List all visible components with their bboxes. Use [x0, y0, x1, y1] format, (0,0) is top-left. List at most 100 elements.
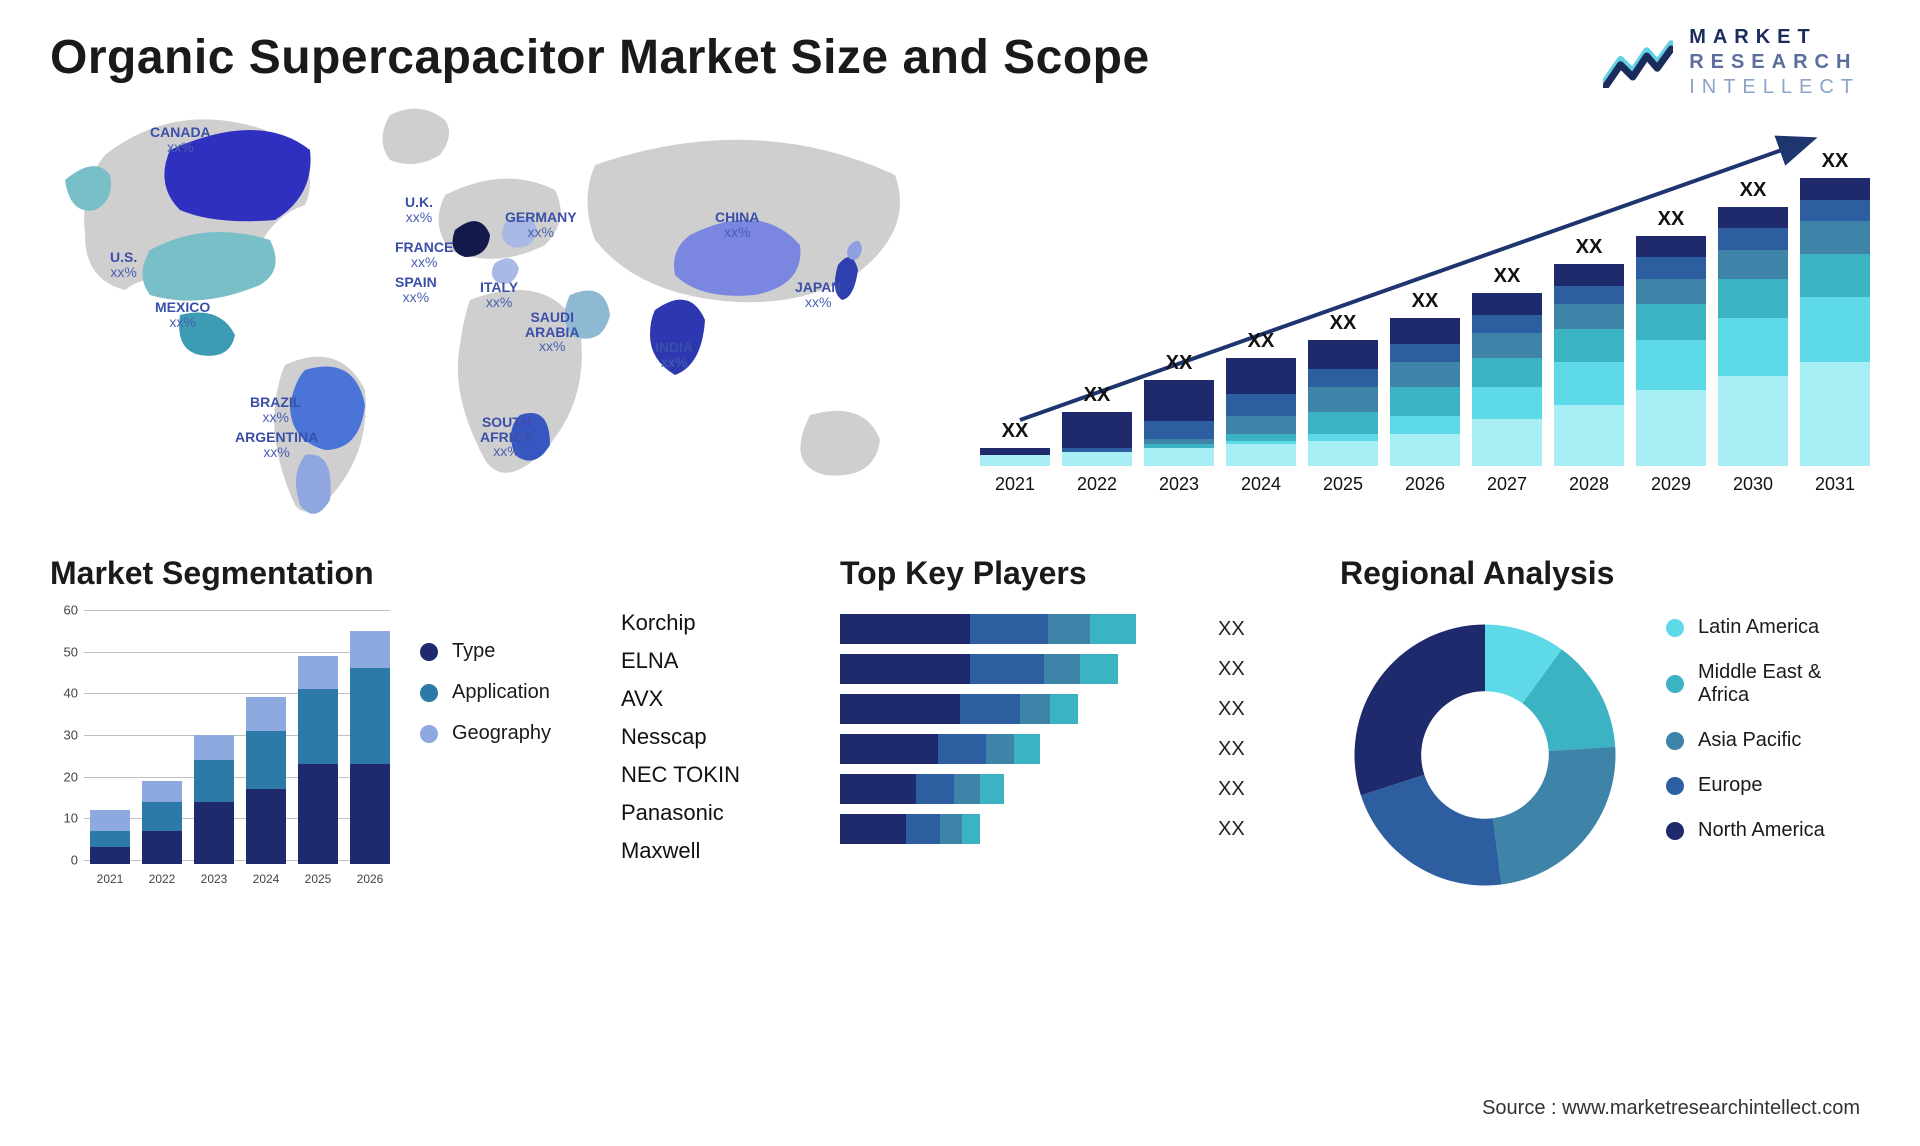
- map-label: INDIAxx%: [655, 340, 693, 369]
- player-name: Nesscap: [621, 724, 740, 750]
- legend-label: North America: [1698, 819, 1825, 842]
- map-label: CHINAxx%: [715, 210, 759, 239]
- growth-bar-year: 2026: [1405, 474, 1445, 495]
- player-name: AVX: [621, 686, 740, 712]
- legend-dot-icon: [420, 643, 438, 661]
- donut-slice: [1361, 775, 1501, 886]
- growth-bar: XX2024: [1226, 358, 1296, 495]
- growth-bar-year: 2021: [995, 474, 1035, 495]
- map-label: CANADAxx%: [150, 125, 211, 154]
- growth-bar: XX2031: [1800, 178, 1870, 495]
- seg-y-tick: 40: [50, 686, 78, 701]
- legend-label: Middle East &Africa: [1698, 661, 1821, 707]
- segmentation-legend: TypeApplicationGeography: [420, 640, 551, 745]
- segmentation-heading: Market Segmentation: [50, 555, 800, 592]
- seg-bar: 2023: [194, 735, 234, 864]
- map-label: SOUTHAFRICAxx%: [480, 415, 533, 459]
- map-label: GERMANYxx%: [505, 210, 577, 239]
- map-label: FRANCExx%: [395, 240, 453, 269]
- legend-dot-icon: [1666, 675, 1684, 693]
- seg-legend-item: Application: [420, 681, 551, 704]
- legend-label: Type: [452, 640, 495, 663]
- player-name: ELNA: [621, 648, 740, 674]
- legend-dot-icon: [420, 684, 438, 702]
- growth-bar-year: 2023: [1159, 474, 1199, 495]
- page-title: Organic Supercapacitor Market Size and S…: [50, 30, 1870, 85]
- logo-line-2: RESEARCH: [1689, 50, 1860, 75]
- legend-label: Asia Pacific: [1698, 729, 1801, 752]
- segmentation-panel: Market Segmentation 01020304050602021202…: [50, 555, 800, 900]
- player-bar-row: XX: [840, 614, 1300, 644]
- world-map-panel: CANADAxx%U.S.xx%MEXICOxx%BRAZILxx%ARGENT…: [50, 95, 950, 525]
- growth-bar-value: XX: [1576, 236, 1603, 259]
- seg-bar: 2021: [90, 810, 130, 864]
- source-attribution: Source : www.marketresearchintellect.com: [1482, 1097, 1860, 1120]
- regional-legend-item: Asia Pacific: [1666, 729, 1825, 752]
- logo-line-1: MARKET: [1689, 25, 1860, 50]
- player-bar-row: XX: [840, 654, 1300, 684]
- legend-dot-icon: [1666, 732, 1684, 750]
- growth-bar: XX2030: [1718, 207, 1788, 495]
- player-bar-row: XX: [840, 814, 1300, 844]
- map-label: SAUDIARABIAxx%: [525, 310, 579, 354]
- map-label: ARGENTINAxx%: [235, 430, 318, 459]
- seg-bar-year: 2023: [201, 872, 228, 886]
- legend-label: Application: [452, 681, 550, 704]
- player-bar-value: XX: [1218, 778, 1245, 801]
- seg-bar: 2024: [246, 697, 286, 864]
- growth-bar-value: XX: [1248, 330, 1275, 353]
- growth-bar-value: XX: [1084, 384, 1111, 407]
- seg-y-tick: 30: [50, 728, 78, 743]
- growth-bar-value: XX: [1412, 290, 1439, 313]
- seg-bar: 2022: [142, 781, 182, 864]
- map-label: JAPANxx%: [795, 280, 841, 309]
- map-label: MEXICOxx%: [155, 300, 210, 329]
- growth-bar: XX2023: [1144, 380, 1214, 495]
- key-players-chart: XX XX XX XX XX XX: [840, 614, 1300, 844]
- growth-bar: XX2022: [1062, 412, 1132, 495]
- growth-bar-year: 2029: [1651, 474, 1691, 495]
- growth-bar: XX2029: [1636, 236, 1706, 495]
- growth-bar: XX2027: [1472, 293, 1542, 495]
- growth-chart: XX2021XX2022XX2023XX2024XX2025XX2026XX20…: [980, 95, 1870, 525]
- seg-bar-year: 2026: [357, 872, 384, 886]
- player-bar-row: XX: [840, 774, 1300, 804]
- regional-donut-chart: [1340, 610, 1630, 900]
- player-name: NEC TOKIN: [621, 762, 740, 788]
- growth-bar-value: XX: [1822, 150, 1849, 173]
- map-label: U.K.xx%: [405, 195, 433, 224]
- regional-panel: Regional Analysis Latin AmericaMiddle Ea…: [1340, 555, 1870, 900]
- player-bar-value: XX: [1218, 818, 1245, 841]
- growth-bar: XX2021: [980, 448, 1050, 495]
- growth-bar-value: XX: [1330, 312, 1357, 335]
- player-bar-value: XX: [1218, 618, 1245, 641]
- growth-bar-year: 2030: [1733, 474, 1773, 495]
- regional-legend-item: Europe: [1666, 774, 1825, 797]
- segmentation-chart: 0102030405060202120222023202420252026: [50, 610, 390, 890]
- legend-label: Europe: [1698, 774, 1763, 797]
- growth-bar-value: XX: [1494, 265, 1521, 288]
- player-bar-value: XX: [1218, 658, 1245, 681]
- logo-mark-icon: [1603, 38, 1673, 88]
- seg-y-tick: 0: [50, 853, 78, 868]
- growth-bar-year: 2027: [1487, 474, 1527, 495]
- regional-legend-item: North America: [1666, 819, 1825, 842]
- donut-slice: [1493, 747, 1616, 885]
- seg-bar-year: 2022: [149, 872, 176, 886]
- player-bar-row: XX: [840, 694, 1300, 724]
- legend-dot-icon: [420, 725, 438, 743]
- growth-bar: XX2025: [1308, 340, 1378, 495]
- map-label: ITALYxx%: [480, 280, 518, 309]
- seg-bar: 2025: [298, 656, 338, 864]
- growth-bar: XX2026: [1390, 318, 1460, 495]
- regional-legend-item: Latin America: [1666, 616, 1825, 639]
- growth-bar-year: 2031: [1815, 474, 1855, 495]
- growth-bar-value: XX: [1740, 179, 1767, 202]
- legend-label: Latin America: [1698, 616, 1819, 639]
- seg-bar-year: 2024: [253, 872, 280, 886]
- growth-bar-value: XX: [1002, 420, 1029, 443]
- map-label: BRAZILxx%: [250, 395, 301, 424]
- donut-slice: [1355, 625, 1486, 796]
- legend-dot-icon: [1666, 777, 1684, 795]
- player-bar-value: XX: [1218, 738, 1245, 761]
